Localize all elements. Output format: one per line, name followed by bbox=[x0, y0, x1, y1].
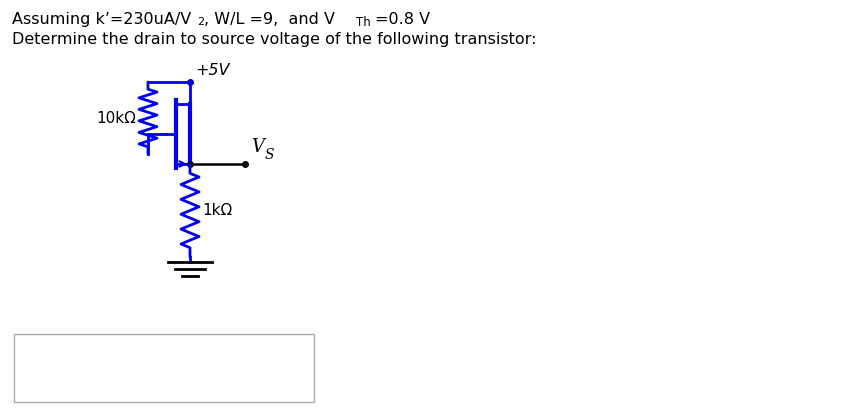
Text: +5V: +5V bbox=[195, 63, 230, 78]
Text: Assuming k’=230uA/V: Assuming k’=230uA/V bbox=[12, 12, 192, 27]
Text: , W/L =9,  and V: , W/L =9, and V bbox=[204, 12, 335, 27]
Text: Th: Th bbox=[356, 16, 371, 29]
Text: =0.8 V: =0.8 V bbox=[375, 12, 430, 27]
Text: 1kΩ: 1kΩ bbox=[202, 203, 232, 218]
Text: V: V bbox=[251, 138, 264, 156]
FancyBboxPatch shape bbox=[14, 334, 314, 402]
Text: 10kΩ: 10kΩ bbox=[96, 110, 136, 126]
Text: Determine the drain to source voltage of the following transistor:: Determine the drain to source voltage of… bbox=[12, 32, 537, 47]
Text: S: S bbox=[265, 148, 274, 162]
Text: 2: 2 bbox=[197, 17, 204, 27]
